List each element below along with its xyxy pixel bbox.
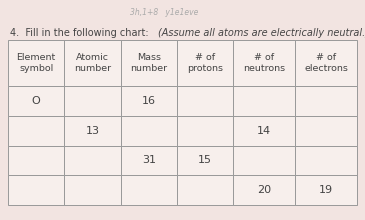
Bar xyxy=(233,86,295,116)
Bar xyxy=(64,146,120,175)
Text: 31: 31 xyxy=(142,156,156,165)
Bar xyxy=(295,146,357,175)
Bar xyxy=(177,175,233,205)
Bar xyxy=(177,116,233,146)
Text: 3h,1+8   y1e1eve: 3h,1+8 y1e1eve xyxy=(130,8,198,17)
Text: 19: 19 xyxy=(319,185,333,195)
Text: 4.  Fill in the following chart:: 4. Fill in the following chart: xyxy=(10,28,155,38)
Text: 14: 14 xyxy=(257,126,271,136)
Bar xyxy=(177,40,233,86)
Bar xyxy=(120,40,177,86)
Bar xyxy=(295,40,357,86)
Bar xyxy=(8,116,64,146)
Bar xyxy=(233,116,295,146)
Bar xyxy=(8,175,64,205)
Bar xyxy=(64,116,120,146)
Text: 20: 20 xyxy=(257,185,271,195)
Text: # of
protons: # of protons xyxy=(187,53,223,73)
Bar xyxy=(64,86,120,116)
Text: 15: 15 xyxy=(198,156,212,165)
Bar xyxy=(8,146,64,175)
Text: (Assume all atoms are electrically neutral.): (Assume all atoms are electrically neutr… xyxy=(158,28,365,38)
Bar xyxy=(8,86,64,116)
Text: 16: 16 xyxy=(142,96,156,106)
Text: O: O xyxy=(32,96,41,106)
Bar xyxy=(64,40,120,86)
Bar xyxy=(177,86,233,116)
Bar xyxy=(120,175,177,205)
Bar xyxy=(295,116,357,146)
Text: Atomic
number: Atomic number xyxy=(74,53,111,73)
Bar xyxy=(120,116,177,146)
Bar xyxy=(295,86,357,116)
Bar xyxy=(120,146,177,175)
Bar xyxy=(233,40,295,86)
Bar xyxy=(8,40,64,86)
Text: Element
symbol: Element symbol xyxy=(16,53,56,73)
Text: Mass
number: Mass number xyxy=(130,53,167,73)
Bar xyxy=(295,175,357,205)
Text: # of
electrons: # of electrons xyxy=(304,53,348,73)
Bar xyxy=(177,146,233,175)
Text: # of
neutrons: # of neutrons xyxy=(243,53,285,73)
Bar xyxy=(64,175,120,205)
Text: 13: 13 xyxy=(85,126,99,136)
Bar xyxy=(120,86,177,116)
Bar xyxy=(233,146,295,175)
Bar xyxy=(233,175,295,205)
